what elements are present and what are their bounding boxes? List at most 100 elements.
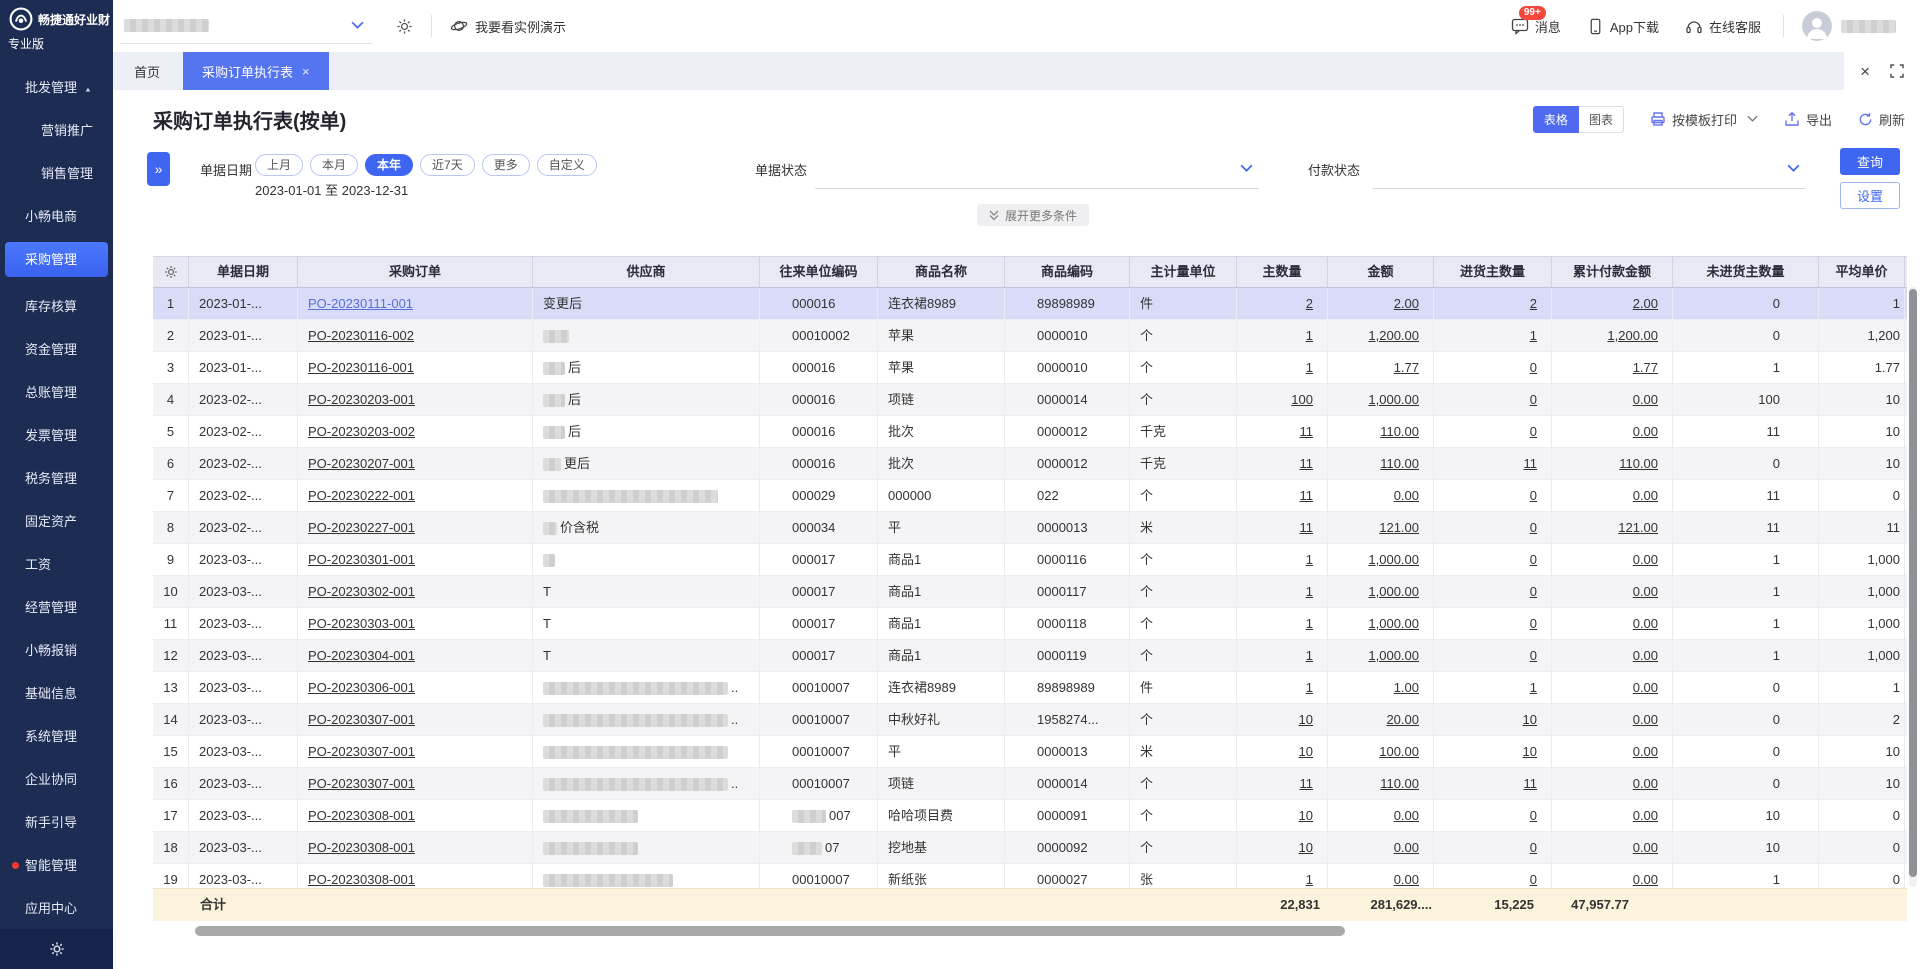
date-pill-自定义[interactable]: 自定义 [536,154,597,176]
table-row[interactable]: 19 2023-03-... PO-20230308-001 00010007 新纸张 0… [153,864,1907,888]
received-qty-link[interactable]: 0 [1529,360,1537,375]
po-link[interactable]: PO-20230111-001 [308,296,414,311]
paid-amount-link[interactable]: 0.00 [1632,392,1658,407]
sidebar-item-应用中心[interactable]: 应用中心 [0,887,113,930]
paid-amount-link[interactable]: 0.00 [1632,712,1658,727]
po-link[interactable]: PO-20230308-001 [308,808,415,823]
table-row[interactable]: 13 2023-03-... PO-20230306-001.. 00010007 连衣… [153,672,1907,704]
sidebar-item-销售管理[interactable]: 销售管理 [0,152,113,195]
table-row[interactable]: 12 2023-03-... PO-20230304-001 T 000017 商品1 00… [153,640,1907,672]
po-link[interactable]: PO-20230307-001 [308,776,415,791]
date-pill-本年[interactable]: 本年 [365,154,414,176]
paid-amount-link[interactable]: 0.00 [1632,840,1658,855]
qty-link[interactable]: 1 [1305,872,1313,887]
received-qty-link[interactable]: 2 [1529,296,1537,311]
tab-home[interactable]: 首页 [134,64,161,80]
paid-amount-link[interactable]: 0.00 [1632,552,1658,567]
refresh-button[interactable]: 刷新 [1858,110,1905,129]
received-qty-link[interactable]: 0 [1529,840,1537,855]
table-row[interactable]: 18 2023-03-... PO-20230308-001 07 挖地基 0000092… [153,832,1907,864]
sidebar-item-总账管理[interactable]: 总账管理 [0,371,113,414]
po-link[interactable]: PO-20230308-001 [308,872,415,887]
amount-link[interactable]: 110.00 [1380,424,1419,439]
qty-link[interactable]: 1 [1305,648,1313,663]
amount-link[interactable]: 110.00 [1380,456,1419,471]
status-select[interactable] [815,158,1259,189]
po-link[interactable]: PO-20230308-001 [308,840,415,855]
table-row[interactable]: 14 2023-03-... PO-20230307-001.. 00010007 中秋… [153,704,1907,736]
table-row[interactable]: 15 2023-03-... PO-20230307-001 00010007 平 000… [153,736,1907,768]
qty-link[interactable]: 11 [1299,776,1314,791]
paid-amount-link[interactable]: 0.00 [1632,776,1658,791]
received-qty-link[interactable]: 11 [1523,776,1538,791]
amount-link[interactable]: 1,000.00 [1368,392,1419,407]
sidebar-item-发票管理[interactable]: 发票管理 [0,414,113,457]
received-qty-link[interactable]: 1 [1529,680,1537,695]
export-button[interactable]: 导出 [1784,110,1832,129]
paid-amount-link[interactable]: 0.00 [1632,584,1658,599]
column-header-平均单价[interactable]: 平均单价 [1819,257,1905,287]
column-header-供应商[interactable]: 供应商 [533,257,760,287]
po-link[interactable]: PO-20230301-001 [308,552,415,567]
query-button[interactable]: 查询 [1840,148,1900,175]
received-qty-link[interactable]: 0 [1529,584,1537,599]
online-support-button[interactable]: 在线客服 [1685,17,1761,36]
paid-amount-link[interactable]: 0.00 [1632,488,1658,503]
amount-link[interactable]: 1,000.00 [1368,552,1419,567]
qty-link[interactable]: 10 [1298,840,1313,855]
sidebar-item-小畅报销[interactable]: 小畅报销 [0,629,113,672]
paid-amount-link[interactable]: 0.00 [1632,424,1658,439]
qty-link[interactable]: 10 [1298,712,1313,727]
table-row[interactable]: 16 2023-03-... PO-20230307-001.. 00010007 项链… [153,768,1907,800]
paid-amount-link[interactable]: 110.00 [1619,456,1658,471]
qty-link[interactable]: 1 [1305,360,1313,375]
sidebar-item-资金管理[interactable]: 资金管理 [0,328,113,371]
sidebar-item-固定资产[interactable]: 固定资产 [0,500,113,543]
table-row[interactable]: 17 2023-03-... PO-20230308-001 007 哈哈项目费 0000… [153,800,1907,832]
table-row[interactable]: 3 2023-01-... PO-20230116-001 后 000016 苹果 0000… [153,352,1907,384]
amount-link[interactable]: 2.00 [1393,296,1419,311]
received-qty-link[interactable]: 0 [1529,520,1537,535]
print-by-template-button[interactable]: 按模板打印 [1650,110,1758,129]
amount-link[interactable]: 1.00 [1393,680,1419,695]
table-row[interactable]: 5 2023-02-... PO-20230203-002 后 000016 批次 0000… [153,416,1907,448]
amount-link[interactable]: 1,000.00 [1368,616,1419,631]
paid-amount-link[interactable]: 0.00 [1632,808,1658,823]
column-settings-gear-icon[interactable] [153,257,189,287]
sidebar-item-系统管理[interactable]: 系统管理 [0,715,113,758]
sidebar-item-基础信息[interactable]: 基础信息 [0,672,113,715]
qty-link[interactable]: 2 [1305,296,1313,311]
qty-link[interactable]: 1 [1305,616,1313,631]
table-row[interactable]: 8 2023-02-... PO-20230227-001 价含税 000034 平 000… [153,512,1907,544]
column-header-往来单位编码[interactable]: 往来单位编码 [760,257,878,287]
column-header-采购订单[interactable]: 采购订单 [298,257,533,287]
po-link[interactable]: PO-20230207-001 [308,456,415,471]
qty-link[interactable]: 10 [1298,744,1313,759]
qty-link[interactable]: 11 [1299,520,1314,535]
column-header-进货主数量[interactable]: 进货主数量 [1434,257,1552,287]
qty-link[interactable]: 100 [1291,392,1313,407]
qty-link[interactable]: 1 [1305,552,1313,567]
close-all-tabs-icon[interactable]: × [1860,61,1870,81]
po-link[interactable]: PO-20230303-001 [308,616,415,631]
tab-close-icon[interactable]: × [302,63,310,79]
table-row[interactable]: 6 2023-02-... PO-20230207-001 更后 000016 批次 000… [153,448,1907,480]
received-qty-link[interactable]: 10 [1522,712,1537,727]
column-header-商品编码[interactable]: 商品编码 [1005,257,1130,287]
sidebar-item-小畅电商[interactable]: 小畅电商 [0,195,113,238]
user-avatar[interactable] [1802,11,1832,41]
paid-amount-link[interactable]: 0.00 [1632,744,1658,759]
po-link[interactable]: PO-20230302-001 [308,584,415,599]
table-row[interactable]: 4 2023-02-... PO-20230203-001 后 000016 项链 0000… [153,384,1907,416]
sidebar-item-批发管理[interactable]: 批发管理 ▲ [0,66,113,109]
column-header-主计量单位[interactable]: 主计量单位 [1130,257,1237,287]
column-header-单据日期[interactable]: 单据日期 [189,257,298,287]
sidebar-settings-button[interactable] [0,929,113,969]
amount-link[interactable]: 1,200.00 [1368,328,1419,343]
sidebar-item-经营管理[interactable]: 经营管理 [0,586,113,629]
settings-button[interactable]: 设置 [1840,182,1900,209]
po-link[interactable]: PO-20230116-001 [308,360,415,375]
qty-link[interactable]: 1 [1305,680,1313,695]
column-header-主数量[interactable]: 主数量 [1237,257,1328,287]
paid-amount-link[interactable]: 1.77 [1632,360,1658,375]
